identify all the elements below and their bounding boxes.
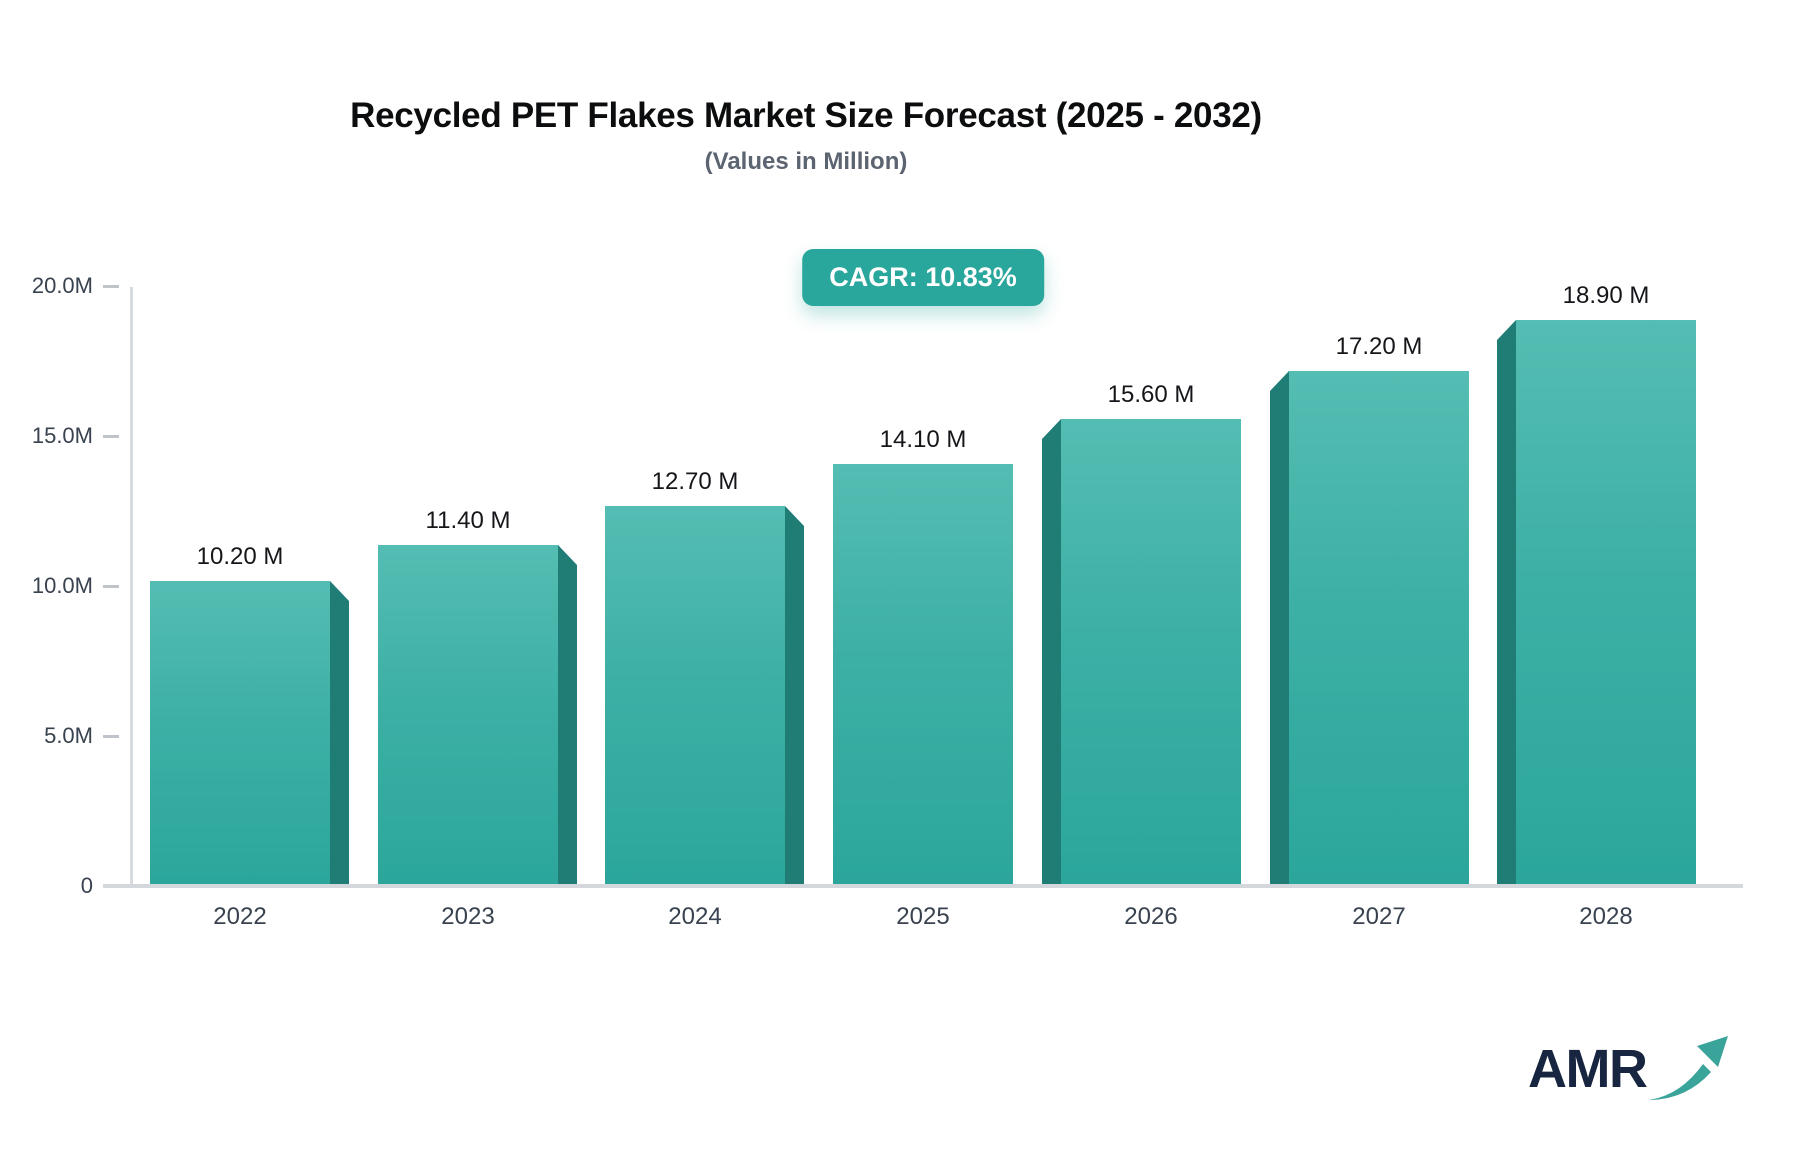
bar-side-shadow-2024 xyxy=(785,506,804,887)
y-tick-label: 15.0M xyxy=(31,423,93,448)
bar-value-label-2027: 17.20 M xyxy=(1335,333,1423,360)
bar-2023 xyxy=(378,545,558,887)
bar-side-shadow-2027 xyxy=(1270,371,1289,887)
y-tick-label: 0 xyxy=(80,873,93,898)
bar-side-shadow-2023 xyxy=(558,545,577,887)
y-tick-mark xyxy=(103,735,119,738)
x-tick-label-2025: 2025 xyxy=(896,903,950,930)
bar-side-shadow-2026 xyxy=(1042,419,1061,887)
bar-value-label-2022: 10.20 M xyxy=(196,543,284,570)
chart-title: Recycled PET Flakes Market Size Forecast… xyxy=(350,96,1262,135)
bar-2022 xyxy=(150,581,330,887)
cagr-badge: CAGR: 10.83% xyxy=(802,249,1044,306)
bar-2025 xyxy=(833,464,1013,887)
x-axis-line xyxy=(103,884,1743,888)
bar-value-label-2025: 14.10 M xyxy=(879,426,967,453)
y-tick-label: 10.0M xyxy=(31,573,93,598)
y-tick-mark xyxy=(103,435,119,438)
y-tick-mark xyxy=(103,285,119,288)
x-tick-label-2028: 2028 xyxy=(1579,903,1633,930)
bar-2028 xyxy=(1516,320,1696,887)
bar-value-label-2024: 12.70 M xyxy=(651,468,739,495)
bar-value-label-2026: 15.60 M xyxy=(1107,381,1195,408)
x-tick-label-2024: 2024 xyxy=(668,903,722,930)
chart-subtitle: (Values in Million) xyxy=(704,148,908,175)
amr-logo-text: AMR xyxy=(1528,1039,1648,1099)
y-axis-line xyxy=(130,287,133,887)
y-tick-mark xyxy=(103,585,119,588)
bar-2024 xyxy=(605,506,785,887)
y-tick-label: 20.0M xyxy=(31,273,93,298)
bar-side-shadow-2022 xyxy=(330,581,349,887)
amr-logo: AMR xyxy=(1528,1032,1743,1112)
bar-side-shadow-2028 xyxy=(1497,320,1516,887)
x-tick-label-2027: 2027 xyxy=(1352,903,1406,930)
bar-2026 xyxy=(1061,419,1241,887)
bar-2027 xyxy=(1289,371,1469,887)
bar-value-label-2023: 11.40 M xyxy=(425,507,511,534)
x-tick-label-2022: 2022 xyxy=(213,903,267,930)
x-tick-label-2026: 2026 xyxy=(1124,903,1178,930)
x-tick-label-2023: 2023 xyxy=(441,903,495,930)
y-tick-label: 5.0M xyxy=(44,723,93,748)
logo-arrow-icon xyxy=(1648,1036,1728,1100)
bar-value-label-2028: 18.90 M xyxy=(1562,282,1650,309)
